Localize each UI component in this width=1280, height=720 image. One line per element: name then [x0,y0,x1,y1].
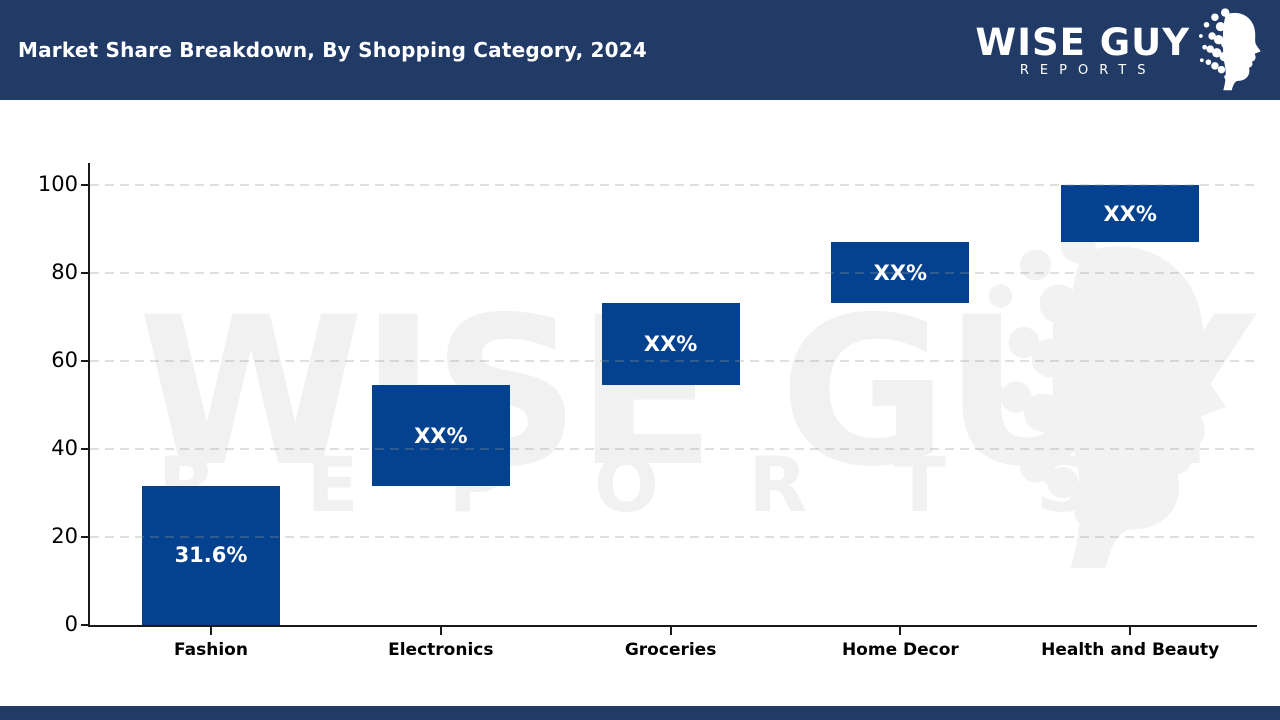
x-category-label: Groceries [624,640,717,660]
logo-face-icon [1192,7,1264,93]
x-tick-mark [899,627,902,635]
y-tick-label: 100 [37,172,78,196]
watermark-subtitle: REPORTS [158,440,1181,529]
bar-value-label: XX% [643,332,698,357]
x-category-label: Home Decor [841,640,959,660]
watermark-face-icon [950,222,1230,580]
gridline [90,448,1257,450]
y-tick-label: 40 [51,436,78,460]
logo-text: WISE GUY REPORTS [975,24,1190,77]
x-tick-mark [439,627,442,635]
y-tick-mark [81,360,88,362]
gridline [90,536,1257,538]
y-tick-mark [81,536,88,538]
y-axis-line [88,163,90,627]
logo-wordmark: WISE GUY [975,20,1190,64]
bar-value-label: XX% [1103,201,1157,226]
chart-title: Market Share Breakdown, By Shopping Cate… [18,38,648,62]
x-tick-mark [669,627,672,635]
footer-bar [0,706,1280,720]
x-tick-mark [1129,627,1132,635]
bar-value-label: XX% [873,260,928,285]
x-category-label: Fashion [174,640,248,660]
x-category-label: Health and Beauty [1041,640,1220,660]
bar-segment [371,385,510,486]
y-tick-mark [81,448,88,450]
y-tick-mark [81,184,88,186]
header-bar: Market Share Breakdown, By Shopping Cate… [0,0,1280,100]
gridline [90,184,1257,186]
x-category-label: Electronics [388,640,494,660]
logo-subtitle: REPORTS [1019,62,1157,78]
y-tick-label: 0 [64,612,78,636]
wise-guy-reports-logo: WISE GUY REPORTS [975,0,1264,100]
bar-segment [142,485,280,625]
y-tick-label: 20 [51,524,78,548]
y-tick-mark [81,272,88,274]
x-tick-mark [210,627,212,635]
y-tick-label: 80 [51,260,78,284]
bar-segment [1061,185,1200,243]
bar-value-label: XX% [414,423,468,448]
bar-segment [601,302,740,386]
x-axis-line [88,625,1257,627]
y-tick-label: 60 [51,348,78,372]
bar-value-label: 31.6% [174,543,248,568]
gridline [90,360,1257,362]
y-tick-mark [81,624,88,626]
bar-segment [831,242,970,303]
gridline [90,272,1257,274]
